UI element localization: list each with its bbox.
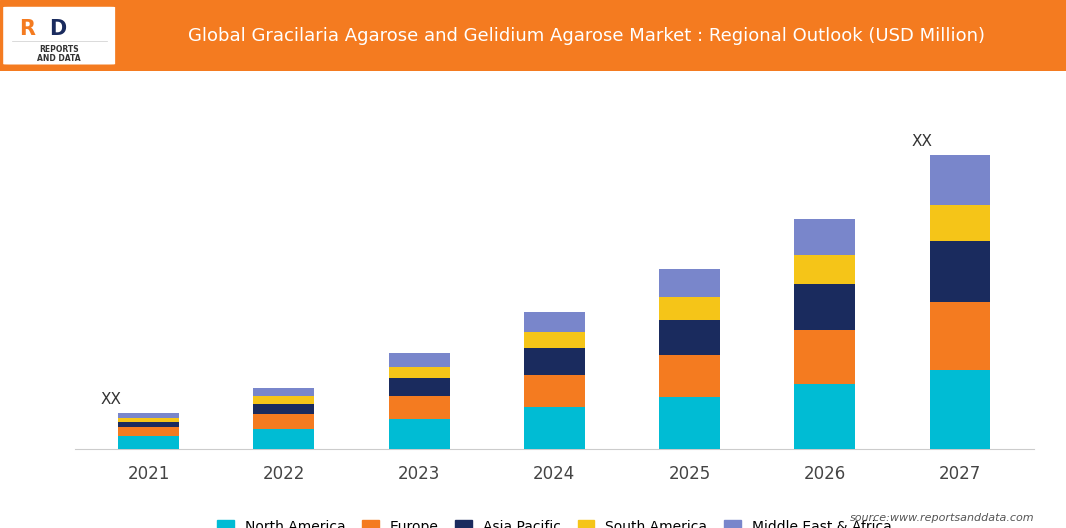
- Bar: [523, 407, 585, 449]
- Bar: [794, 331, 855, 384]
- Bar: [659, 319, 720, 355]
- Bar: [118, 427, 179, 436]
- Text: source:www.reportsanddata.com: source:www.reportsanddata.com: [850, 513, 1034, 523]
- Bar: [794, 284, 855, 331]
- Bar: [254, 403, 314, 414]
- Bar: [794, 384, 855, 449]
- Text: D: D: [49, 19, 66, 39]
- Bar: [930, 205, 990, 241]
- Bar: [389, 395, 450, 419]
- Bar: [254, 414, 314, 429]
- Bar: [523, 375, 585, 407]
- Bar: [389, 419, 450, 449]
- Bar: [118, 436, 179, 449]
- Bar: [118, 421, 179, 427]
- Bar: [794, 255, 855, 284]
- Bar: [389, 378, 450, 395]
- Bar: [254, 388, 314, 397]
- Bar: [389, 353, 450, 367]
- Legend: North America, Europe, Asia Pacific, South America, Middle East & Africa: North America, Europe, Asia Pacific, Sou…: [210, 513, 899, 528]
- FancyBboxPatch shape: [3, 7, 115, 64]
- Bar: [659, 397, 720, 449]
- Bar: [254, 429, 314, 449]
- Bar: [523, 332, 585, 347]
- Text: Global Gracilaria Agarose and Gelidium Agarose Market : Regional Outlook (USD Mi: Global Gracilaria Agarose and Gelidium A…: [188, 26, 985, 45]
- Bar: [930, 241, 990, 301]
- Text: XX: XX: [911, 134, 933, 148]
- Bar: [930, 370, 990, 449]
- Bar: [254, 397, 314, 403]
- Bar: [930, 301, 990, 370]
- Bar: [389, 367, 450, 378]
- Bar: [523, 347, 585, 375]
- Text: XX: XX: [100, 392, 122, 407]
- Bar: [930, 155, 990, 205]
- Bar: [659, 355, 720, 397]
- Bar: [118, 418, 179, 421]
- Bar: [659, 297, 720, 319]
- Text: R: R: [19, 19, 35, 39]
- Text: REPORTS: REPORTS: [39, 45, 79, 54]
- Bar: [659, 269, 720, 297]
- Bar: [523, 312, 585, 332]
- Text: AND DATA: AND DATA: [37, 54, 81, 63]
- Bar: [118, 413, 179, 418]
- Bar: [794, 219, 855, 255]
